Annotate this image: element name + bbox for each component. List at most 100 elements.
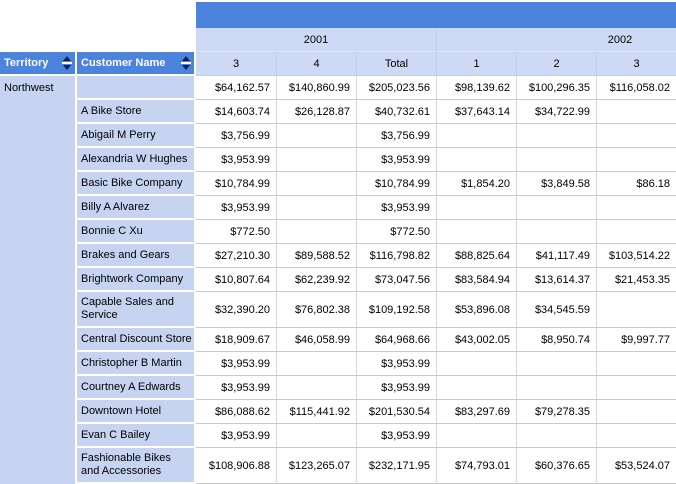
sort-desc-icon: [182, 65, 190, 70]
quarter-header-6: 3: [597, 52, 676, 76]
value-cell: [277, 124, 357, 148]
customer-cell: Fashionable Bikes and Accessories: [77, 448, 196, 484]
table-row: Bonnie C Xu $772.50 $772.50: [77, 220, 676, 244]
value-cell: [597, 424, 676, 448]
value-cell: $100,296.35: [517, 76, 597, 100]
customer-cell: Abigail M Perry: [77, 124, 196, 148]
quarter-header-3: Total: [357, 52, 437, 76]
sort-desc-icon: [63, 65, 71, 70]
value-cell: $1,854.20: [437, 172, 517, 196]
value-cell: $64,968.66: [357, 328, 437, 352]
sort-icon-divider: [62, 62, 72, 64]
value-cell: $43,002.05: [437, 328, 517, 352]
value-cell: $88,825.64: [437, 244, 517, 268]
customer-header-label: Customer Name: [81, 57, 166, 69]
value-cell: $40,732.61: [357, 100, 437, 124]
value-cell: $205,023.56: [357, 76, 437, 100]
customer-cell: Billy A Alvarez: [77, 196, 196, 220]
value-cell: $9,997.77: [597, 328, 676, 352]
column-header-row: Territory Customer Name 3 4 Total 1 2 3: [0, 52, 676, 76]
table-row: Brightwork Company $10,807.64 $62,239.92 $7…: [77, 268, 676, 292]
value-cell: $62,239.92: [277, 268, 357, 292]
value-cell: $98,139.62: [437, 76, 517, 100]
value-cell: $10,784.99: [196, 172, 277, 196]
customer-cell: Brakes and Gears: [77, 244, 196, 268]
sort-updown-icon[interactable]: [62, 56, 72, 70]
value-cell: $8,950.74: [517, 328, 597, 352]
corner-spacer: [0, 0, 196, 28]
value-cell: [517, 148, 597, 172]
value-cell: $89,588.52: [277, 244, 357, 268]
value-cell: $3,849.58: [517, 172, 597, 196]
value-cell: $13,614.37: [517, 268, 597, 292]
value-cell: $115,441.92: [277, 400, 357, 424]
table-row: Central Discount Store $18,909.67 $46,058.…: [77, 328, 676, 352]
value-cell: [277, 376, 357, 400]
customer-cell: Capable Sales and Service: [77, 292, 196, 328]
customer-cell: [77, 76, 196, 100]
value-cell: $26,128.87: [277, 100, 357, 124]
table-row: Capable Sales and Service $32,390.20 $76,8…: [77, 292, 676, 328]
sort-asc-icon: [182, 56, 190, 61]
value-cell: $83,297.69: [437, 400, 517, 424]
year-group-2002: 2002: [437, 28, 676, 52]
value-cell: [517, 196, 597, 220]
value-cell: [517, 376, 597, 400]
value-cell: $3,953.99: [357, 352, 437, 376]
year-group-row: 2001 2002: [0, 28, 676, 52]
customer-cell: Bonnie C Xu: [77, 220, 196, 244]
value-cell: [437, 220, 517, 244]
value-cell: $60,376.65: [517, 448, 597, 484]
customer-cell: Downtown Hotel: [77, 400, 196, 424]
table-row: Abigail M Perry $3,756.99 $3,756.99: [77, 124, 676, 148]
customer-cell: Basic Bike Company: [77, 172, 196, 196]
column-group-banner: [196, 0, 676, 28]
value-cell: $116,058.02: [597, 76, 676, 100]
table-row: $64,162.57 $140,860.99 $205,023.56 $98,139.…: [77, 76, 676, 100]
value-cell: [597, 124, 676, 148]
value-cell: [277, 148, 357, 172]
territory-header-label: Territory: [4, 57, 49, 69]
value-cell: $201,530.54: [357, 400, 437, 424]
territory-group-cell: Northwest: [0, 76, 77, 484]
value-cell: $123,265.07: [277, 448, 357, 484]
banner-row: [0, 0, 676, 28]
value-cell: $53,524.07: [597, 448, 676, 484]
value-cell: $3,953.99: [357, 424, 437, 448]
value-cell: $86,088.62: [196, 400, 277, 424]
value-cell: [437, 376, 517, 400]
table-row: Evan C Bailey $3,953.99 $3,953.99: [77, 424, 676, 448]
value-cell: $3,953.99: [357, 196, 437, 220]
customer-cell: Central Discount Store: [77, 328, 196, 352]
value-cell: $3,953.99: [357, 148, 437, 172]
value-cell: $83,584.94: [437, 268, 517, 292]
value-cell: $3,953.99: [196, 352, 277, 376]
quarter-header-5: 2: [517, 52, 597, 76]
value-cell: [277, 352, 357, 376]
value-cell: [277, 196, 357, 220]
customer-cell: Courtney A Edwards: [77, 376, 196, 400]
table-body: Northwest $64,162.57 $140,860.99 $205,023.…: [0, 76, 676, 484]
value-cell: $46,058.99: [277, 328, 357, 352]
value-cell: [277, 172, 357, 196]
value-cell: $3,953.99: [196, 196, 277, 220]
table-row: Billy A Alvarez $3,953.99 $3,953.99: [77, 196, 676, 220]
value-cell: $21,453.35: [597, 268, 676, 292]
value-cell: [597, 376, 676, 400]
quarter-header-1: 3: [196, 52, 277, 76]
value-cell: $109,192.58: [357, 292, 437, 328]
territory-column-header[interactable]: Territory: [0, 52, 77, 76]
value-cell: $34,722.99: [517, 100, 597, 124]
table-row: Christopher B Martin $3,953.99 $3,953.99: [77, 352, 676, 376]
quarter-header-4: 1: [437, 52, 517, 76]
value-cell: $3,756.99: [196, 124, 277, 148]
customer-name-column-header[interactable]: Customer Name: [77, 52, 196, 76]
value-cell: [437, 124, 517, 148]
value-cell: $3,953.99: [196, 148, 277, 172]
value-cell: [597, 292, 676, 328]
customer-cell: Christopher B Martin: [77, 352, 196, 376]
sort-updown-icon[interactable]: [181, 56, 191, 70]
value-cell: [437, 352, 517, 376]
value-cell: $32,390.20: [196, 292, 277, 328]
